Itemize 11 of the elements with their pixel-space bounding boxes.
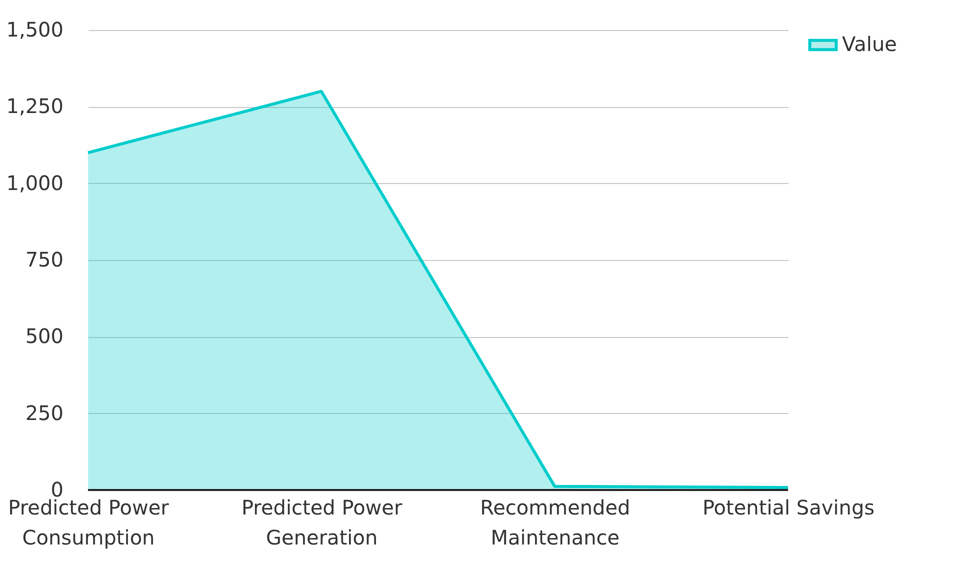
x-tick-label: Predicted Power Generation (241, 496, 403, 550)
y-tick-label: 1,250 (6, 94, 64, 118)
y-tick-label: 1,000 (6, 170, 64, 195)
x-tick-label: Recommended Maintenance (480, 496, 630, 550)
legend-label: Value (842, 32, 897, 56)
x-tick-label: Predicted Power Consumption (8, 496, 170, 550)
y-tick-label: 500 (25, 324, 64, 348)
x-tick-label: Potential Savings (702, 496, 875, 520)
y-tick-label: 1,500 (6, 18, 64, 42)
y-tick-label: 750 (25, 248, 64, 272)
y-tick-label: 250 (25, 400, 64, 425)
